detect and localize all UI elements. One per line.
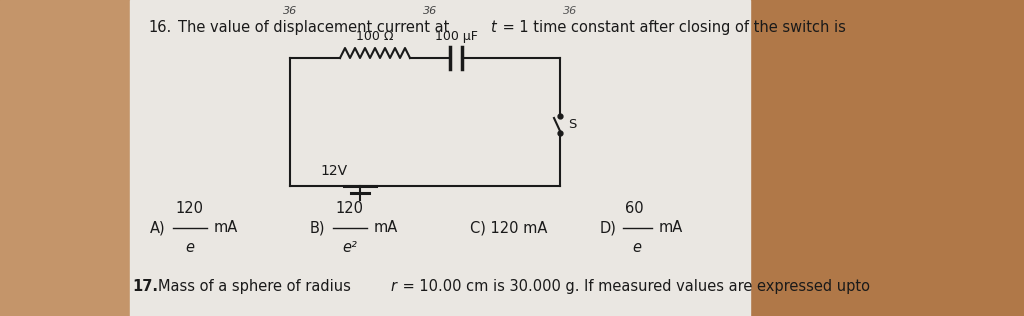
Text: = 10.00 cm is 30.000 g. If measured values are expressed upto: = 10.00 cm is 30.000 g. If measured valu… (398, 279, 870, 294)
Text: 120: 120 (175, 201, 203, 216)
Text: 36: 36 (563, 6, 578, 16)
Text: S: S (568, 118, 577, 131)
Text: r: r (390, 279, 396, 294)
Text: e²: e² (343, 240, 357, 255)
Text: 120: 120 (335, 201, 362, 216)
Text: 16.: 16. (148, 20, 171, 35)
Text: = 1 time constant after closing of the switch is: = 1 time constant after closing of the s… (498, 20, 846, 35)
Text: D): D) (600, 221, 616, 235)
Text: 60: 60 (625, 201, 644, 216)
Text: mA: mA (659, 221, 683, 235)
Text: Mass of a sphere of radius: Mass of a sphere of radius (158, 279, 355, 294)
Text: 100 Ω: 100 Ω (356, 30, 394, 43)
Text: 17.: 17. (132, 279, 158, 294)
Text: 12V: 12V (319, 164, 347, 178)
Text: The value of displacement current at: The value of displacement current at (178, 20, 454, 35)
Text: e: e (185, 240, 195, 255)
Bar (740, 0, 1024, 316)
Text: mA: mA (374, 221, 398, 235)
Bar (130, 0, 750, 316)
Bar (0, 0, 140, 316)
Text: e: e (633, 240, 641, 255)
Text: mA: mA (214, 221, 239, 235)
Text: 36: 36 (423, 6, 437, 16)
Text: t: t (490, 20, 496, 35)
Text: B): B) (310, 221, 326, 235)
Text: 36: 36 (283, 6, 297, 16)
Text: C) 120 mA: C) 120 mA (470, 221, 548, 235)
Text: 100 μF: 100 μF (434, 30, 477, 43)
Text: A): A) (150, 221, 166, 235)
